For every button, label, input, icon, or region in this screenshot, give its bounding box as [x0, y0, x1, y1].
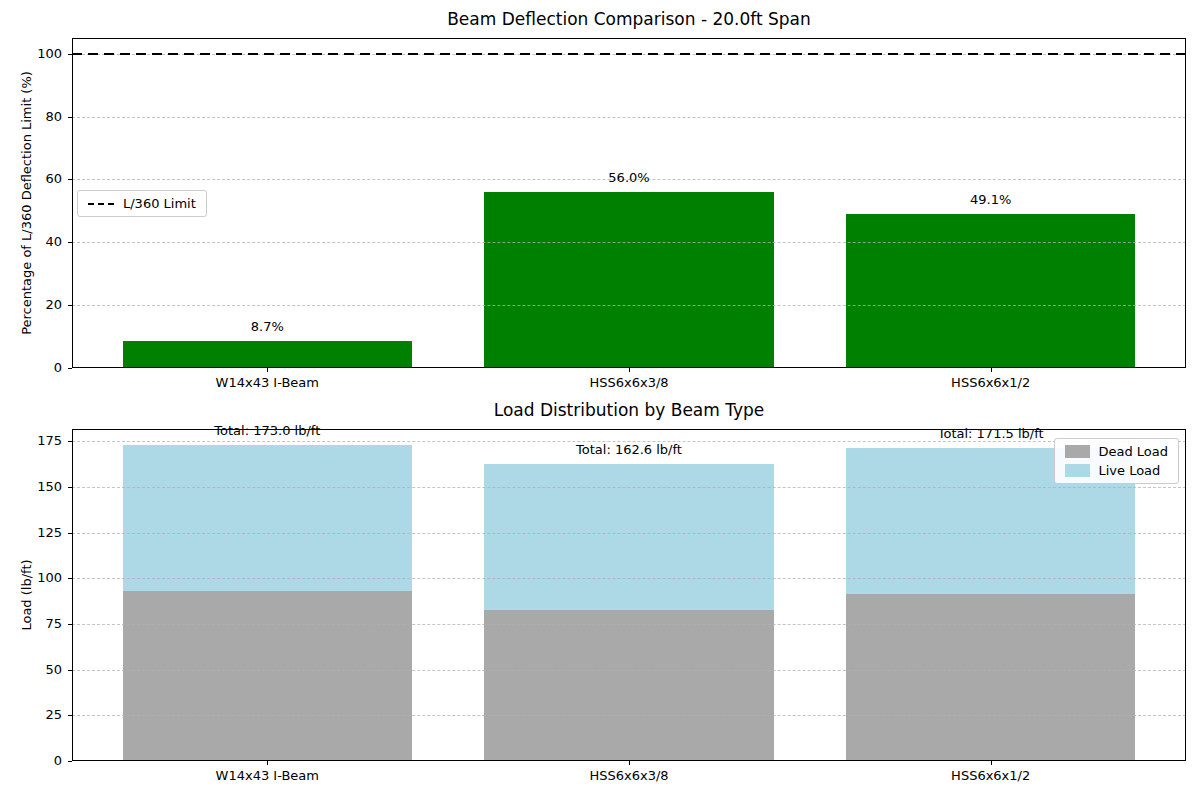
bar-live-load-hss6x6x3-8: [484, 464, 773, 610]
y-tick-label: 25: [10, 706, 62, 723]
bar-hss6x6x3-8: [484, 192, 773, 368]
color-swatch-icon: [1065, 464, 1090, 477]
legend-label: Live Load: [1098, 463, 1160, 478]
matplotlib-figure: Beam Deflection Comparison - 20.0ft Span…: [0, 0, 1200, 800]
bar-dead-load-w14x43-i-beam: [123, 591, 412, 761]
legend-label: Dead Load: [1098, 444, 1168, 459]
legend-entry: L/360 Limit: [88, 196, 196, 211]
y-tick-label: 100: [10, 45, 62, 62]
x-tick-mark: [629, 368, 630, 372]
legend-entry: Dead Load: [1065, 444, 1168, 459]
bar-value-label: 49.1%: [931, 192, 1051, 207]
bar-value-label: 56.0%: [569, 170, 689, 185]
chart-title: Beam Deflection Comparison - 20.0ft Span: [72, 9, 1186, 29]
chart-title: Load Distribution by Beam Type: [72, 400, 1186, 420]
y-tick-label: 80: [10, 108, 62, 125]
x-tick-mark: [629, 761, 630, 765]
bar-total-label: Total: 171.5 lb/ft: [906, 426, 1076, 441]
y-tick-mark: [68, 533, 72, 534]
y-tick-mark: [68, 624, 72, 625]
y-gridline: [72, 533, 1186, 534]
bar-value-label: 8.7%: [207, 319, 327, 334]
bar-total-label: Total: 173.0 lb/ft: [182, 423, 352, 438]
y-tick-mark: [68, 242, 72, 243]
legend-label: L/360 Limit: [123, 196, 196, 211]
y-tick-mark: [68, 117, 72, 118]
y-tick-label: 20: [10, 296, 62, 313]
y-gridline: [72, 117, 1186, 118]
y-tick-mark: [68, 54, 72, 55]
y-tick-label: 60: [10, 170, 62, 187]
y-gridline: [72, 715, 1186, 716]
y-tick-mark: [68, 305, 72, 306]
y-tick-mark: [68, 670, 72, 671]
y-gridline: [72, 670, 1186, 671]
y-tick-mark: [68, 487, 72, 488]
y-tick-label: 100: [10, 569, 62, 586]
bar-live-load-w14x43-i-beam: [123, 445, 412, 591]
bar-hss6x6x1-2: [846, 214, 1135, 368]
y-tick-mark: [68, 179, 72, 180]
bar-dead-load-hss6x6x1-2: [846, 594, 1135, 761]
x-tick-label: HSS6x6x3/8: [534, 768, 724, 783]
y-gridline: [72, 624, 1186, 625]
y-tick-mark: [68, 368, 72, 369]
y-gridline: [72, 487, 1186, 488]
y-tick-mark: [68, 441, 72, 442]
legend: Dead Load Live Load: [1054, 438, 1179, 484]
x-tick-label: HSS6x6x3/8: [534, 375, 724, 390]
x-tick-mark: [991, 761, 992, 765]
x-tick-label: W14x43 I-Beam: [172, 768, 362, 783]
x-tick-label: HSS6x6x1/2: [896, 375, 1086, 390]
dashed-line-icon: [88, 203, 115, 205]
x-tick-mark: [267, 761, 268, 765]
y-tick-label: 50: [10, 661, 62, 678]
x-tick-label: W14x43 I-Beam: [172, 375, 362, 390]
y-tick-label: 0: [10, 752, 62, 769]
y-tick-mark: [68, 715, 72, 716]
y-tick-label: 175: [10, 432, 62, 449]
y-tick-label: 40: [10, 233, 62, 250]
x-tick-mark: [267, 368, 268, 372]
legend-entry: Live Load: [1065, 463, 1168, 478]
legend: L/360 Limit: [77, 190, 207, 217]
bar-w14x43-i-beam: [123, 341, 412, 368]
color-swatch-icon: [1065, 445, 1090, 458]
y-tick-mark: [68, 578, 72, 579]
y-tick-mark: [68, 761, 72, 762]
y-gridline: [72, 305, 1186, 306]
x-tick-label: HSS6x6x1/2: [896, 768, 1086, 783]
deflection-limit-line: [72, 53, 1186, 55]
x-tick-mark: [991, 368, 992, 372]
y-tick-label: 0: [10, 359, 62, 376]
bar-total-label: Total: 162.6 lb/ft: [544, 442, 714, 457]
bar-dead-load-hss6x6x3-8: [484, 610, 773, 761]
y-gridline: [72, 578, 1186, 579]
y-tick-label: 125: [10, 524, 62, 541]
y-tick-label: 150: [10, 478, 62, 495]
y-gridline: [72, 242, 1186, 243]
y-tick-label: 75: [10, 615, 62, 632]
